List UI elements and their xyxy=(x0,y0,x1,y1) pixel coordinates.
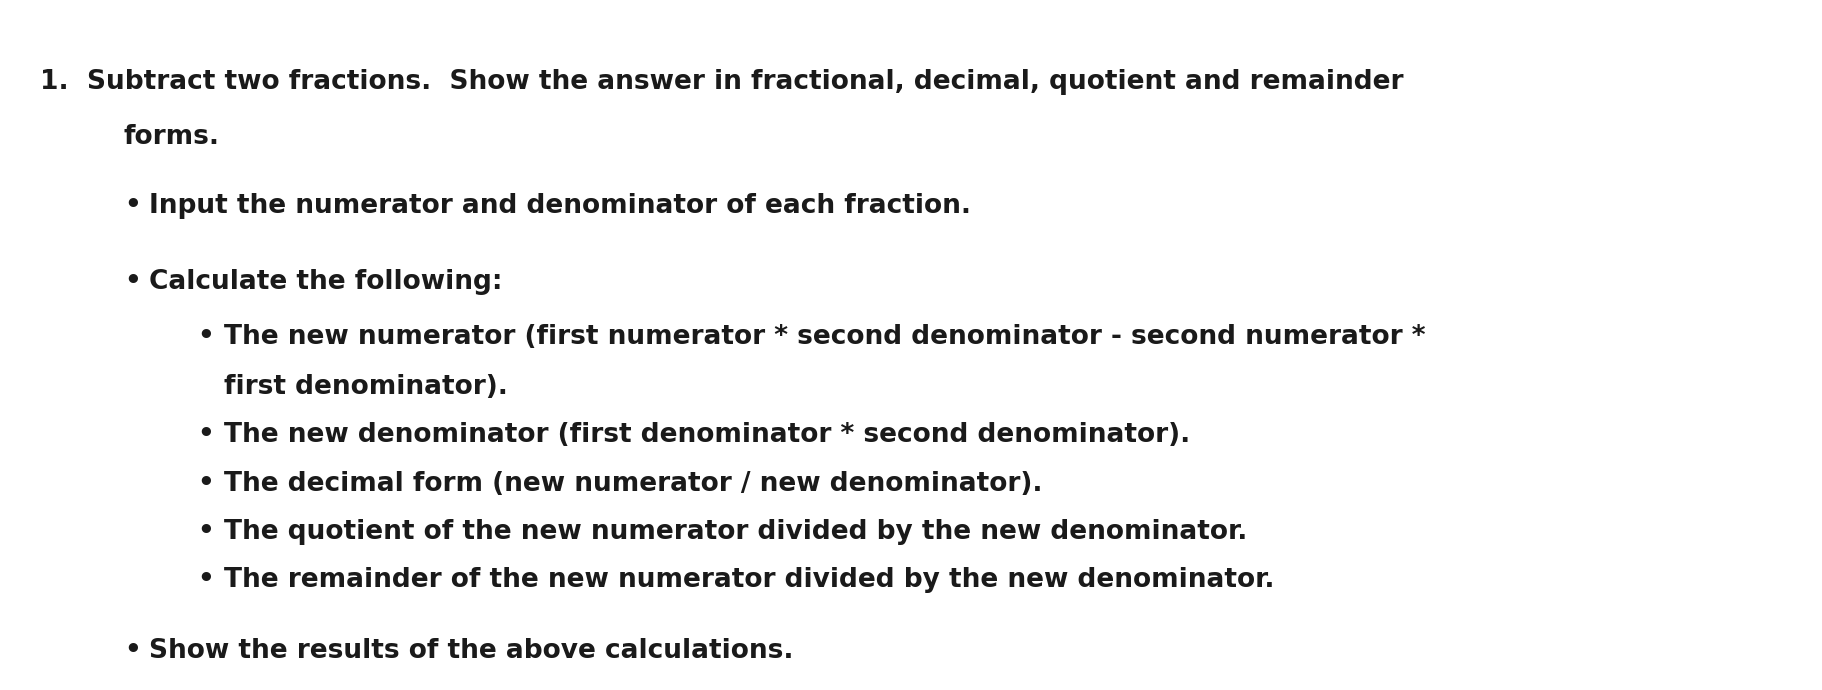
Text: •: • xyxy=(124,193,140,219)
Text: Input the numerator and denominator of each fraction.: Input the numerator and denominator of e… xyxy=(149,193,971,219)
Text: •: • xyxy=(197,422,213,448)
Text: •: • xyxy=(197,567,213,593)
Text: •: • xyxy=(124,638,140,664)
Text: •: • xyxy=(197,519,213,545)
Text: •: • xyxy=(197,324,213,351)
Text: •: • xyxy=(197,471,213,497)
Text: Subtract two fractions.  Show the answer in fractional, decimal, quotient and re: Subtract two fractions. Show the answer … xyxy=(87,69,1405,95)
Text: •: • xyxy=(124,269,140,295)
Text: The decimal form (new numerator / new denominator).: The decimal form (new numerator / new de… xyxy=(224,471,1042,497)
Text: The new numerator (first numerator * second denominator - second numerator *: The new numerator (first numerator * sec… xyxy=(224,324,1425,351)
Text: 1.: 1. xyxy=(40,69,69,95)
Text: Calculate the following:: Calculate the following: xyxy=(149,269,503,295)
Text: first denominator).: first denominator). xyxy=(224,374,508,400)
Text: forms.: forms. xyxy=(124,124,220,150)
Text: The remainder of the new numerator divided by the new denominator.: The remainder of the new numerator divid… xyxy=(224,567,1275,593)
Text: Show the results of the above calculations.: Show the results of the above calculatio… xyxy=(149,638,794,664)
Text: The quotient of the new numerator divided by the new denominator.: The quotient of the new numerator divide… xyxy=(224,519,1248,545)
Text: The new denominator (first denominator * second denominator).: The new denominator (first denominator *… xyxy=(224,422,1190,448)
